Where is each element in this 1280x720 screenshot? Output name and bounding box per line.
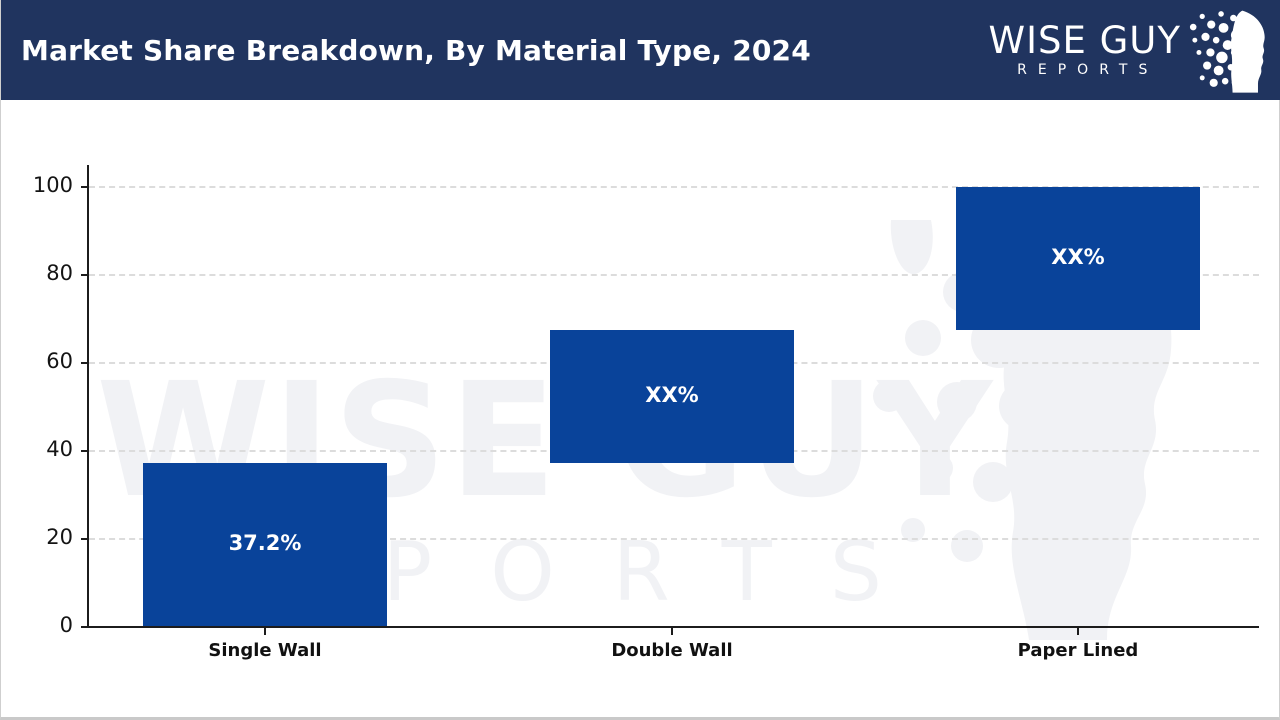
x-category-label: Single Wall bbox=[208, 640, 322, 661]
y-axis-line bbox=[87, 165, 89, 628]
y-tick-mark bbox=[81, 274, 89, 276]
bar-value-label: 37.2% bbox=[228, 531, 302, 556]
bar-double-wall bbox=[550, 330, 794, 464]
x-axis-line bbox=[87, 626, 1259, 628]
bar-value-label: XX% bbox=[1051, 244, 1105, 269]
x-tick-mark bbox=[671, 628, 673, 635]
x-tick-mark bbox=[1077, 628, 1079, 635]
y-tick-label: 20 bbox=[46, 525, 73, 549]
page-title: Market Share Breakdown, By Material Type… bbox=[21, 33, 811, 67]
y-tick-mark bbox=[81, 186, 89, 188]
brand-subname: REPORTS bbox=[1017, 62, 1159, 78]
plot-area: 0 20 40 60 80 100 37.2% Single Wall XX% Double Wa… bbox=[1, 100, 1279, 717]
y-tick-mark bbox=[81, 362, 89, 364]
bar-single-wall bbox=[143, 463, 387, 627]
brand-logo: WISE GUY REPORTS bbox=[989, 7, 1267, 93]
y-tick-mark bbox=[81, 626, 89, 628]
chart-area: WISE GUY REPORTS 0 20 40 60 80 100 37.2% Single… bbox=[1, 100, 1279, 717]
y-tick-label: 80 bbox=[46, 261, 73, 285]
x-category-label: Double Wall bbox=[611, 640, 733, 661]
y-tick-mark bbox=[81, 450, 89, 452]
y-tick-label: 0 bbox=[59, 613, 73, 637]
y-tick-label: 100 bbox=[32, 173, 73, 197]
bar-value-label: XX% bbox=[645, 382, 699, 407]
y-tick-label: 60 bbox=[46, 349, 73, 373]
x-tick-mark bbox=[264, 628, 266, 635]
brand-name: WISE GUY bbox=[988, 19, 1181, 62]
y-tick-mark bbox=[81, 538, 89, 540]
gridline bbox=[89, 186, 1259, 188]
header-bar: Market Share Breakdown, By Material Type… bbox=[1, 0, 1280, 100]
gridline bbox=[89, 538, 1259, 540]
brand-logo-text: WISE GUY REPORTS bbox=[989, 22, 1181, 78]
y-tick-label: 40 bbox=[46, 437, 73, 461]
gridline bbox=[89, 274, 1259, 276]
logo-head-icon bbox=[1189, 10, 1265, 93]
x-category-label: Paper Lined bbox=[1017, 640, 1139, 661]
